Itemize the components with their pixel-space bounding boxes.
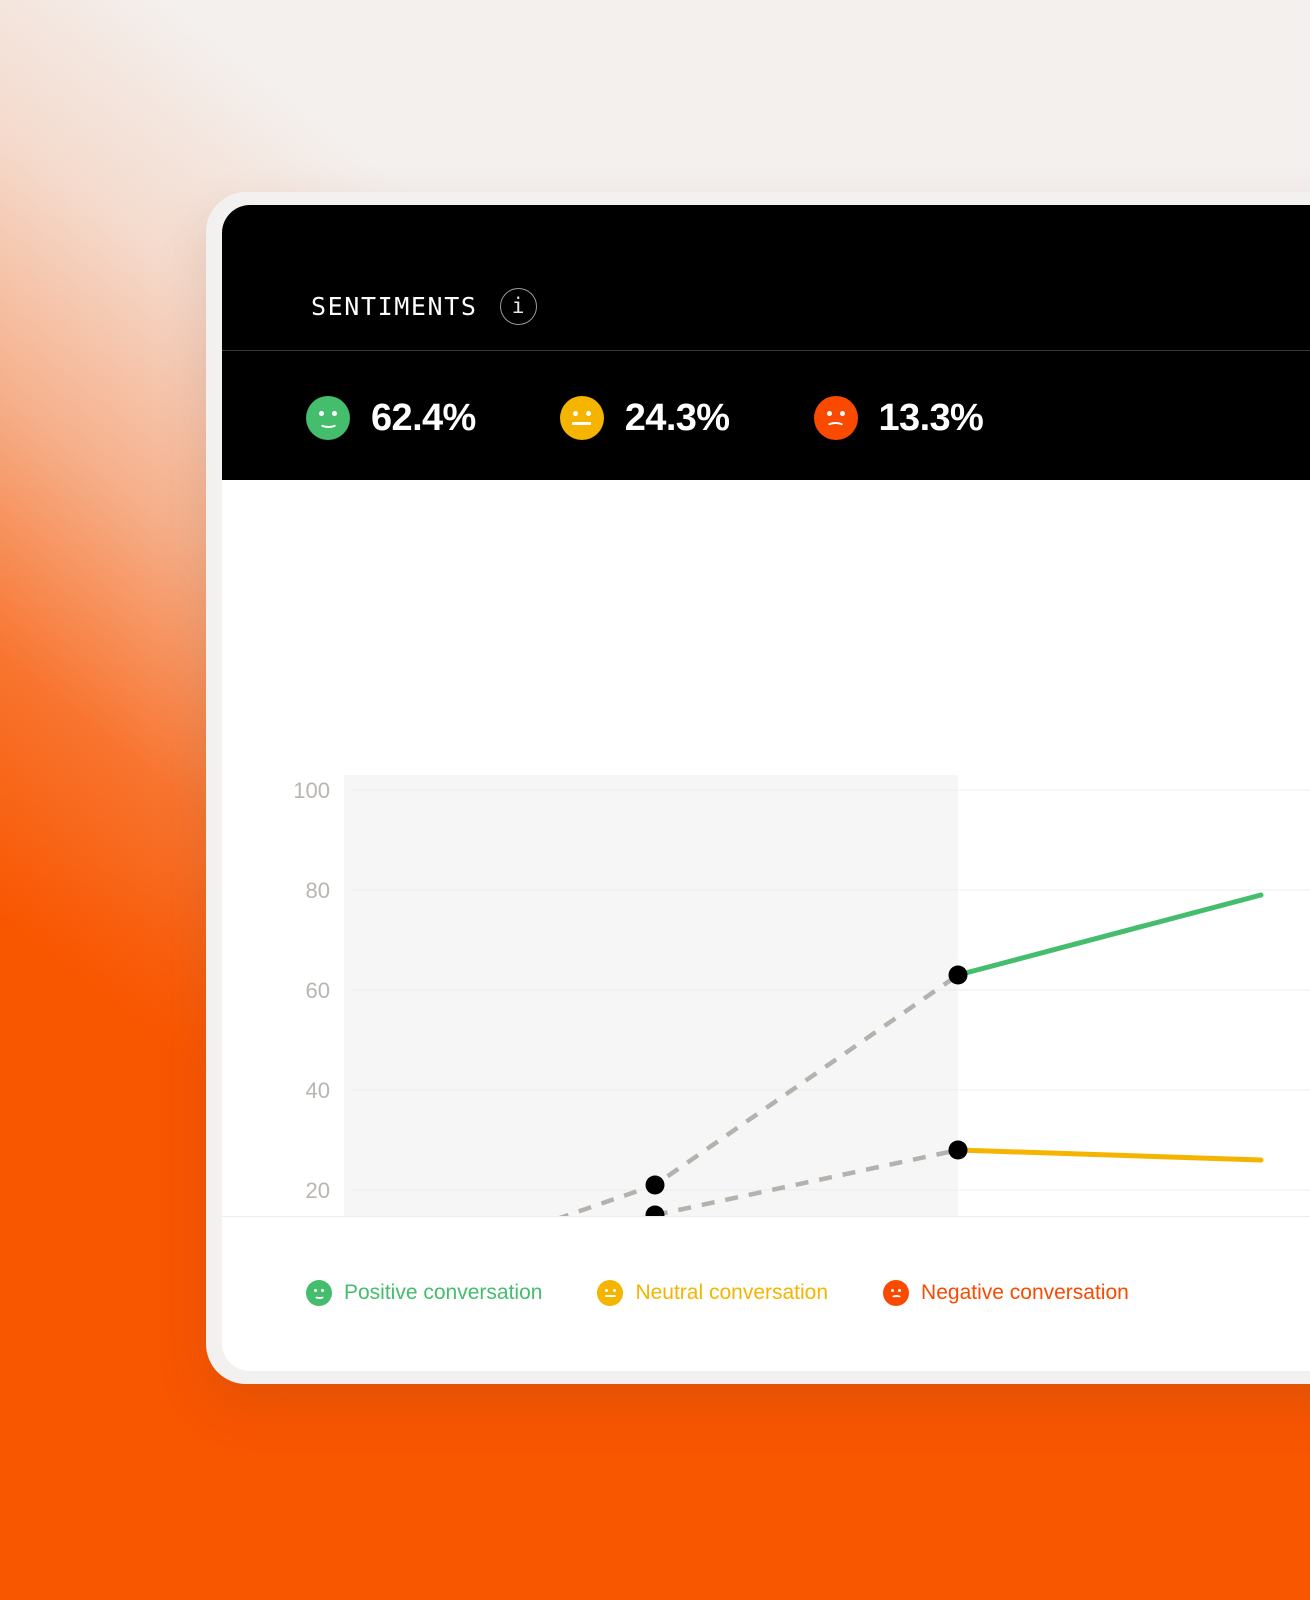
y-axis-tick-label: 100 — [293, 778, 330, 803]
stat-neutral-value: 24.3% — [624, 396, 730, 439]
legend-label-positive: Positive conversation — [344, 1281, 543, 1304]
smiley-sad-icon — [813, 396, 858, 440]
sentiment-summary-row: 62.4% 24.3% 13.3% — [222, 351, 1310, 485]
stat-negative[interactable]: 13.3% — [813, 396, 984, 440]
legend-label-negative: Negative conversation — [921, 1281, 1129, 1304]
y-axis-tick-label: 40 — [306, 1078, 330, 1103]
chart-historical-shading — [344, 775, 958, 1216]
stat-positive[interactable]: 62.4% — [306, 396, 476, 440]
page-title: SENTIMENTS — [311, 292, 478, 321]
smiley-happy-icon — [306, 1280, 332, 1306]
smiley-neutral-icon — [597, 1280, 624, 1306]
smiley-happy-icon — [306, 396, 350, 440]
chart-data-point[interactable] — [645, 1175, 665, 1195]
chart-line-positive — [955, 892, 1264, 978]
stat-negative-value: 13.3% — [878, 396, 984, 439]
chart-data-point[interactable] — [948, 965, 968, 985]
header-divider — [222, 350, 1310, 351]
chart-data-point[interactable] — [645, 1205, 665, 1217]
legend-item-negative[interactable]: Negative conversation — [883, 1280, 1129, 1306]
chart-canvas[interactable]: 020406080100June 10July 10Aug 10S — [222, 480, 1310, 1216]
chart-footer-divider — [222, 1216, 1310, 1217]
sentiment-chart: 020406080100June 10July 10Aug 10S — [222, 480, 1310, 1216]
legend-item-neutral[interactable]: Neutral conversation — [597, 1280, 828, 1306]
smiley-neutral-icon — [559, 396, 604, 440]
chart-legend: Positive conversation Neutral conversati… — [222, 1217, 1310, 1369]
info-icon[interactable]: i — [499, 288, 537, 325]
card-header-title-row: SENTIMENTS i — [222, 205, 1310, 345]
y-axis-tick-label: 60 — [306, 978, 330, 1003]
legend-label-neutral: Neutral conversation — [635, 1281, 829, 1304]
y-axis-tick-label: 20 — [306, 1178, 330, 1203]
smiley-sad-icon — [883, 1280, 910, 1306]
chart-data-point[interactable] — [948, 1140, 968, 1160]
stat-neutral[interactable]: 24.3% — [559, 396, 730, 440]
y-axis-tick-label: 80 — [306, 878, 330, 903]
legend-item-positive[interactable]: Positive conversation — [306, 1280, 542, 1306]
card-header: SENTIMENTS i 62.4% 24.3% 13. — [222, 205, 1310, 480]
chart-line-neutral — [955, 1147, 1264, 1163]
stat-positive-value: 62.4% — [371, 396, 476, 439]
sentiments-card: SENTIMENTS i 62.4% 24.3% 13. — [222, 205, 1310, 1371]
